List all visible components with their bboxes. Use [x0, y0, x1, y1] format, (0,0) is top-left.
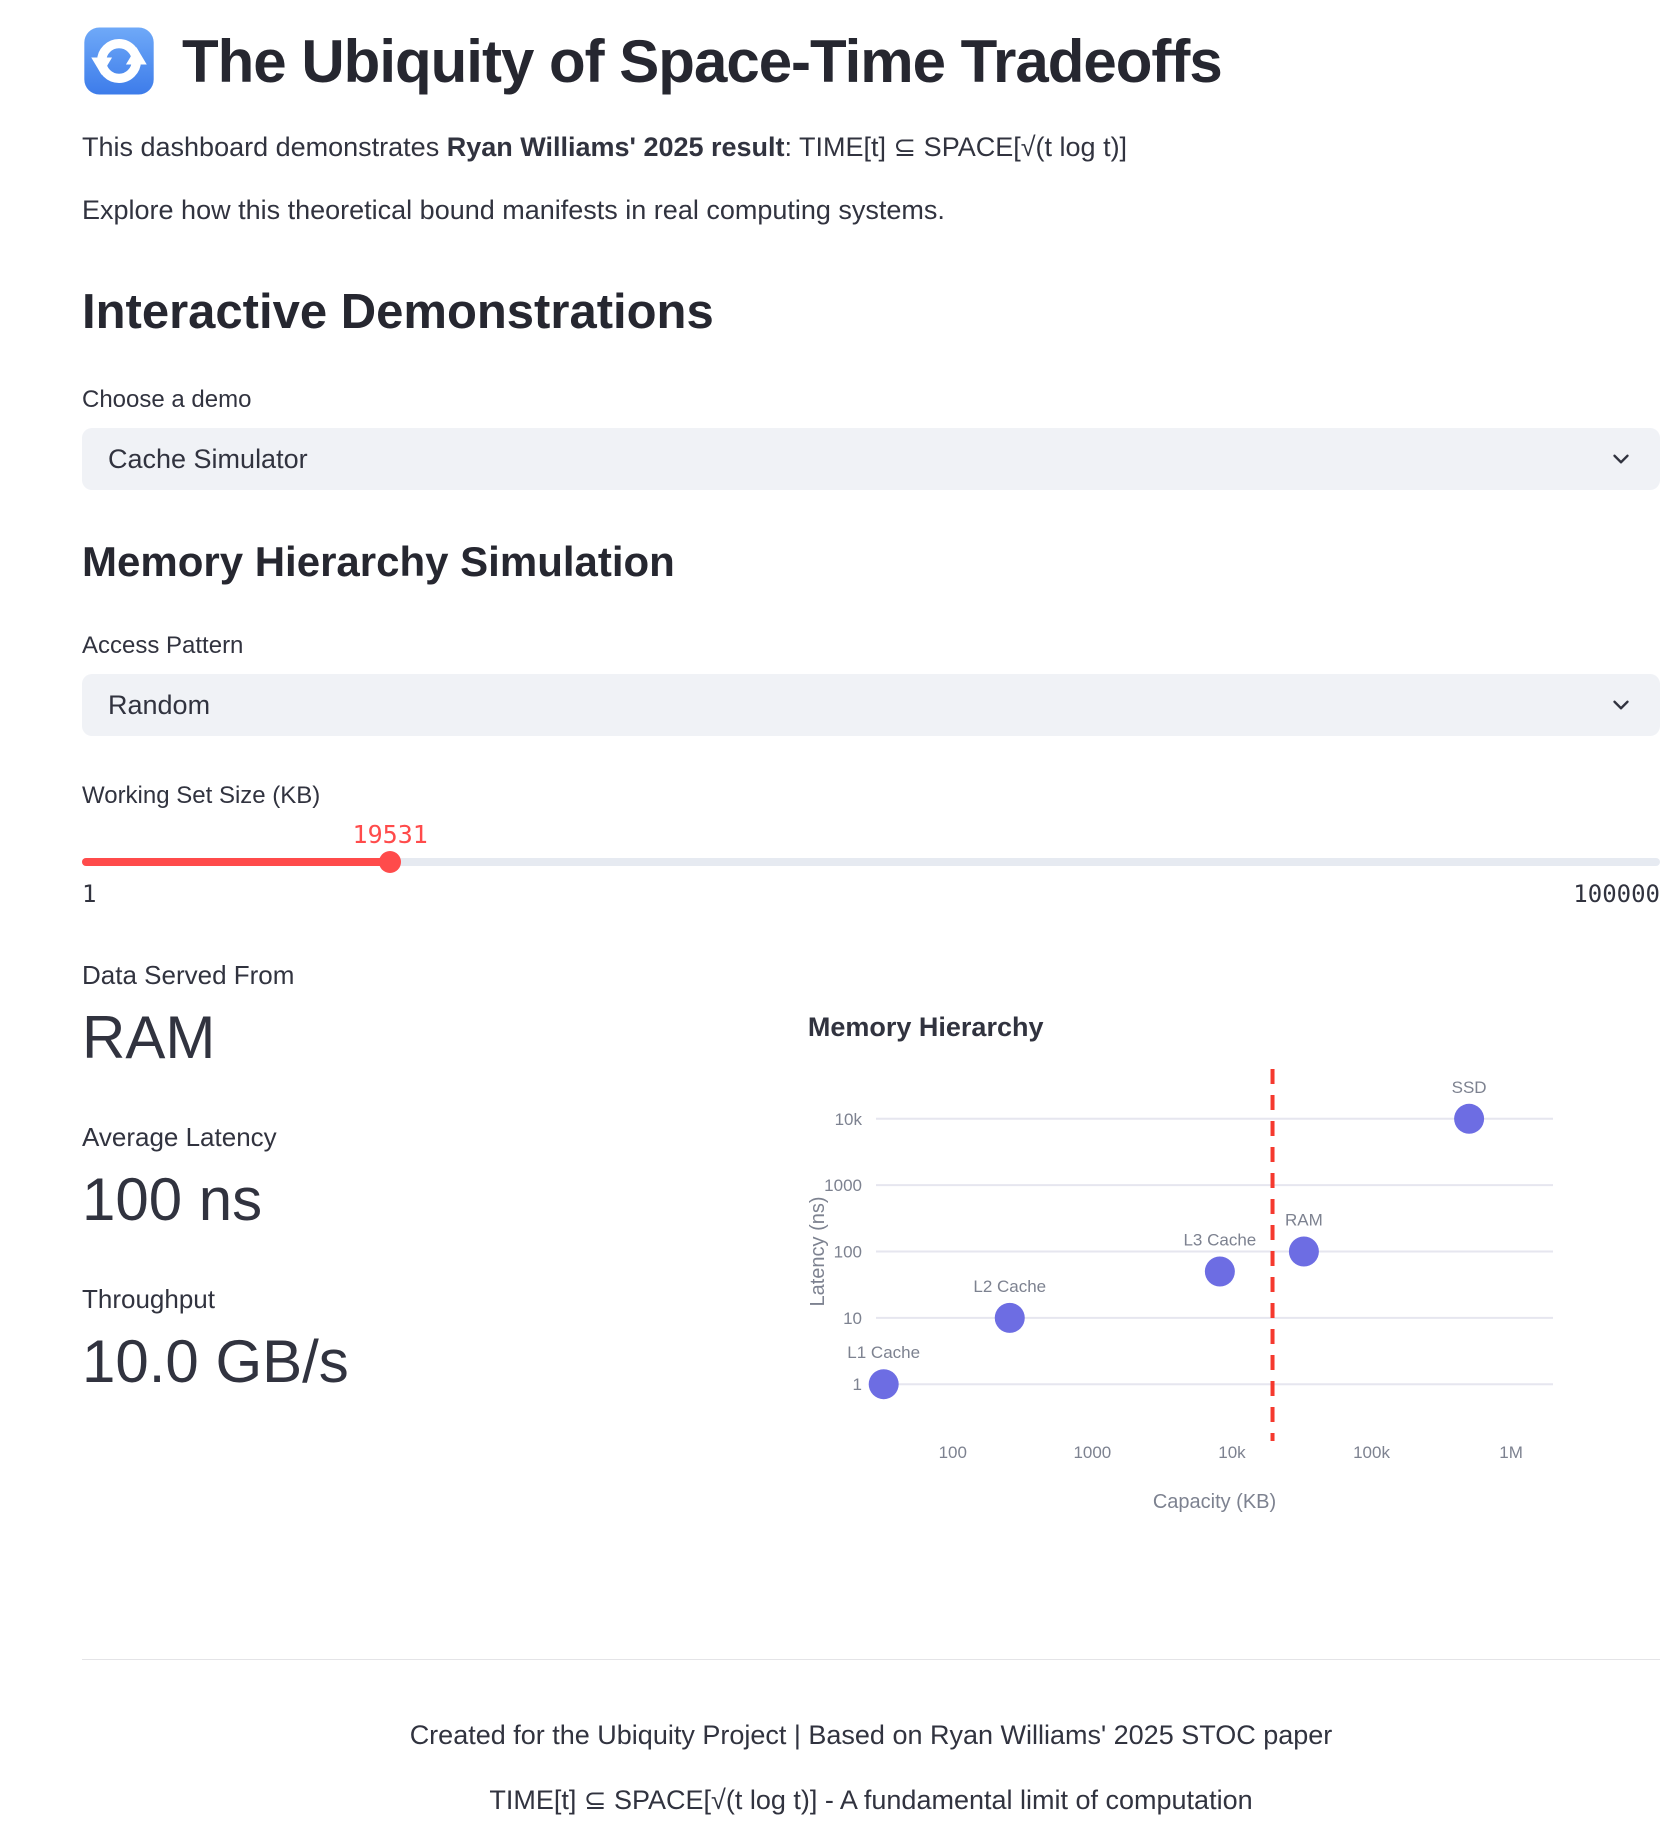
- x-axis-title: Capacity (KB): [1153, 1491, 1276, 1513]
- demo-selected-value: Cache Simulator: [108, 443, 308, 474]
- x-tick-label: 100: [938, 1443, 966, 1462]
- footer-credit-line: Created for the Ubiquity Project | Based…: [409, 1720, 1333, 1750]
- y-tick-label: 1: [852, 1375, 861, 1394]
- access-pattern-label: Access Pattern: [82, 632, 244, 659]
- chart-point-ssd: [1453, 1103, 1484, 1134]
- y-tick-label: 10: [843, 1309, 862, 1328]
- chart-point-ram: [1288, 1236, 1319, 1267]
- slider-fill: [82, 858, 391, 866]
- metric-value: 10.0 GB/s: [82, 1328, 349, 1395]
- metric-average-latency: Average Latency 100 ns: [82, 1122, 808, 1234]
- chevron-down-icon: [1608, 692, 1634, 718]
- y-axis-title: Latency (ns): [808, 1196, 829, 1306]
- chart-point-l1-cache: [868, 1369, 899, 1400]
- metric-data-served-from: Data Served From RAM: [82, 960, 808, 1072]
- results-row: Data Served From RAM Average Latency 100…: [82, 960, 1660, 1569]
- chart-point-l2-cache: [994, 1302, 1025, 1333]
- chart-title: Memory Hierarchy: [807, 1012, 1044, 1042]
- x-tick-label: 10k: [1218, 1443, 1246, 1462]
- intro-line1-prefix: This dashboard demonstrates: [82, 132, 447, 162]
- chart-point-label: L2 Cache: [973, 1277, 1046, 1296]
- chart-column: Memory Hierarchy 1 10 100 1000 10k 100 1000 10k…: [808, 960, 1660, 1569]
- slider-thumb[interactable]: [379, 851, 402, 873]
- metric-label: Throughput: [82, 1284, 215, 1314]
- chart-point-l3-cache: [1204, 1256, 1235, 1287]
- intro-line-1: This dashboard demonstrates Ryan William…: [82, 132, 1660, 163]
- slider-minmax-row: 1 100000: [82, 880, 1660, 908]
- demo-selectbox[interactable]: Cache Simulator: [82, 428, 1660, 490]
- demos-heading: Interactive Demonstrations: [82, 285, 714, 339]
- header: The Ubiquity of Space-Time Tradeoffs: [82, 24, 1660, 98]
- slider-value-row: 19531: [82, 820, 1660, 854]
- y-tick-label: 1000: [824, 1176, 862, 1195]
- access-pattern-selected-value: Random: [108, 689, 211, 720]
- chart-point-label: L1 Cache: [847, 1343, 920, 1362]
- slider-max-label: 100000: [1573, 880, 1660, 908]
- chart-point-label: L3 Cache: [1183, 1230, 1256, 1249]
- footer-theorem-line: TIME[t] ⊆ SPACE[√(t log t)] - A fundamen…: [489, 1785, 1253, 1815]
- y-tick-label: 10k: [834, 1110, 862, 1129]
- chart-point-label: SSD: [1451, 1078, 1486, 1097]
- x-tick-label: 100k: [1353, 1443, 1390, 1462]
- main-content: The Ubiquity of Space-Time Tradeoffs Thi…: [82, 0, 1660, 1840]
- intro-line1-suffix: : TIME[t] ⊆ SPACE[√(t log t)]: [784, 132, 1128, 162]
- footer: Created for the Ubiquity Project | Based…: [82, 1720, 1660, 1840]
- memory-hierarchy-chart: 1 10 100 1000 10k 100 1000 10k 100k 1M L1 Cache L2 …: [808, 1069, 1553, 1513]
- working-set-slider: 19531 1 100000: [82, 820, 1660, 908]
- metric-label: Data Served From: [82, 960, 295, 990]
- metric-label: Average Latency: [82, 1122, 277, 1152]
- chart-point-label: RAM: [1285, 1211, 1323, 1230]
- simulation-heading: Memory Hierarchy Simulation: [82, 538, 675, 585]
- working-set-label: Working Set Size (KB): [82, 782, 321, 809]
- metric-throughput: Throughput 10.0 GB/s: [82, 1284, 808, 1396]
- footer-divider: [82, 1659, 1660, 1660]
- demo-select-label: Choose a demo: [82, 386, 252, 413]
- intro-line-2: Explore how this theoretical bound manif…: [82, 195, 945, 225]
- slider-min-label: 1: [82, 880, 97, 908]
- access-pattern-selectbox[interactable]: Random: [82, 674, 1660, 736]
- x-tick-label: 1M: [1499, 1443, 1523, 1462]
- y-tick-label: 100: [834, 1243, 862, 1262]
- page-title: The Ubiquity of Space-Time Tradeoffs: [182, 27, 1223, 95]
- slider-current-value: 19531: [352, 820, 428, 849]
- chevron-down-icon: [1608, 446, 1634, 472]
- metrics-column: Data Served From RAM Average Latency 100…: [82, 960, 808, 1569]
- refresh-icon: [82, 24, 156, 98]
- x-tick-label: 1000: [1073, 1443, 1111, 1462]
- metric-value: RAM: [82, 1004, 216, 1071]
- metric-value: 100 ns: [82, 1166, 263, 1233]
- intro-line1-bold: Ryan Williams' 2025 result: [446, 132, 785, 162]
- slider-track[interactable]: [82, 851, 1660, 873]
